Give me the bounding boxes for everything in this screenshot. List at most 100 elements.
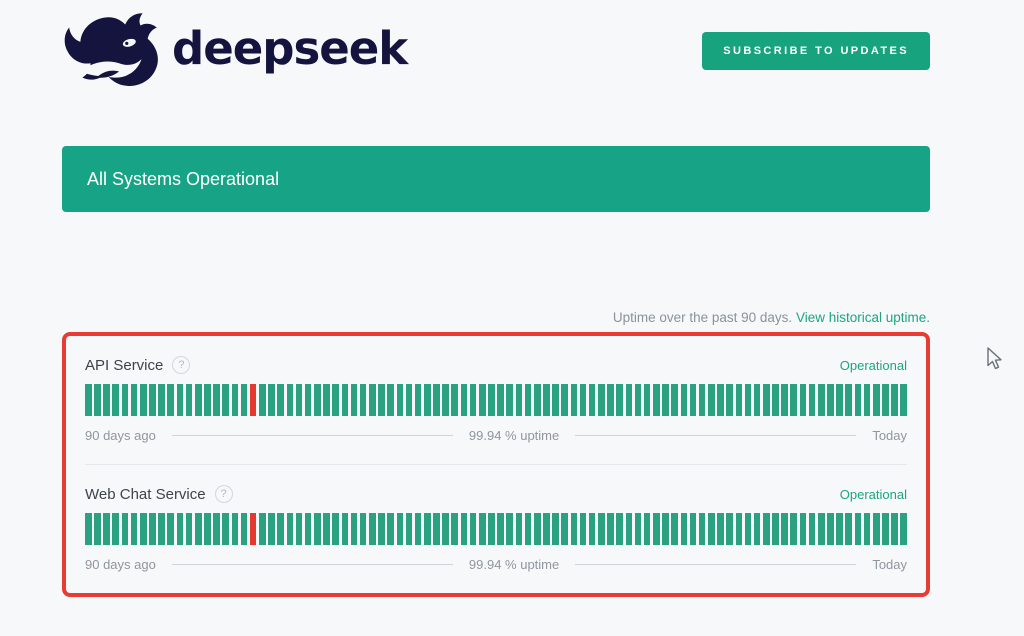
uptime-bar[interactable] [817,513,825,545]
uptime-bar[interactable] [149,513,156,545]
uptime-bar[interactable] [332,513,339,545]
uptime-bar[interactable] [588,384,596,416]
uptime-bar[interactable] [625,384,633,416]
uptime-bar[interactable] [277,513,284,545]
uptime-bar[interactable] [882,384,889,416]
uptime-bar[interactable] [607,384,614,416]
uptime-bar[interactable] [643,513,651,545]
uptime-bar[interactable] [469,384,477,416]
uptime-bar[interactable] [451,384,459,416]
uptime-bar[interactable] [121,384,129,416]
uptime-bar[interactable] [396,384,404,416]
uptime-bar[interactable] [460,513,468,545]
uptime-bar[interactable] [176,384,184,416]
view-historical-uptime-link[interactable]: View historical uptime. [795,310,930,325]
uptime-bar[interactable] [533,513,541,545]
uptime-bar[interactable] [790,384,798,416]
uptime-bar[interactable] [405,384,413,416]
uptime-bar[interactable] [222,513,229,545]
uptime-bar[interactable] [277,384,284,416]
uptime-bar[interactable] [552,513,559,545]
uptime-bar[interactable] [286,384,294,416]
uptime-bar[interactable] [680,513,688,545]
uptime-bar[interactable] [845,513,853,545]
uptime-bar[interactable] [497,384,504,416]
uptime-bar[interactable] [176,513,184,545]
uptime-bar[interactable] [304,513,312,545]
uptime-bar[interactable] [680,384,688,416]
uptime-bar[interactable] [836,384,843,416]
uptime-bar[interactable] [240,513,248,545]
uptime-bar[interactable] [414,384,422,416]
uptime-bar[interactable] [167,513,175,545]
uptime-bar[interactable] [369,513,376,545]
uptime-bar[interactable] [139,513,147,545]
uptime-bar[interactable] [488,384,495,416]
uptime-bar[interactable] [332,384,339,416]
uptime-bar[interactable] [598,384,605,416]
uptime-bar[interactable] [396,513,404,545]
uptime-bar[interactable] [717,384,724,416]
uptime-bar[interactable] [103,384,110,416]
uptime-bar[interactable] [369,384,376,416]
uptime-bar[interactable] [524,513,532,545]
uptime-bar[interactable] [130,513,138,545]
uptime-bar[interactable] [259,513,266,545]
uptime-bar[interactable] [616,384,623,416]
uptime-bar[interactable] [433,513,440,545]
uptime-bar[interactable] [543,513,550,545]
uptime-bar[interactable] [772,513,779,545]
deepseek-logo[interactable]: deepseek [62,13,408,89]
uptime-bar[interactable] [836,513,843,545]
uptime-bar-incident[interactable] [249,513,257,545]
uptime-bar[interactable] [708,384,715,416]
uptime-bar[interactable] [515,384,523,416]
uptime-bar[interactable] [607,513,614,545]
uptime-bar[interactable] [790,513,798,545]
uptime-bar[interactable] [900,384,907,416]
uptime-bar[interactable] [295,513,303,545]
uptime-bar[interactable] [634,513,642,545]
uptime-bar[interactable] [488,513,495,545]
uptime-bar[interactable] [570,384,578,416]
uptime-bar[interactable] [442,384,449,416]
uptime-bar[interactable] [350,513,358,545]
uptime-bar[interactable] [423,384,431,416]
uptime-bar[interactable] [442,513,449,545]
uptime-bar[interactable] [359,513,367,545]
uptime-bar[interactable] [378,513,385,545]
uptime-bar[interactable] [231,384,239,416]
uptime-bar[interactable] [625,513,633,545]
uptime-bar[interactable] [872,513,880,545]
uptime-bar[interactable] [423,513,431,545]
uptime-bar[interactable] [662,384,669,416]
uptime-bar[interactable] [726,513,733,545]
uptime-bar[interactable] [698,384,706,416]
uptime-bar[interactable] [753,384,761,416]
uptime-bar[interactable] [85,384,92,416]
uptime-bar[interactable] [653,513,660,545]
uptime-bar[interactable] [561,513,568,545]
uptime-bar[interactable] [882,513,889,545]
uptime-bar[interactable] [762,513,770,545]
uptime-bar[interactable] [194,384,202,416]
uptime-bar[interactable] [460,384,468,416]
uptime-bar[interactable] [222,384,229,416]
uptime-bar[interactable] [259,384,266,416]
uptime-bar[interactable] [891,384,898,416]
uptime-bar[interactable] [744,513,752,545]
uptime-bar[interactable] [194,513,202,545]
uptime-bar[interactable] [304,384,312,416]
uptime-bar[interactable] [167,384,175,416]
uptime-bar[interactable] [149,384,156,416]
uptime-bar[interactable] [653,384,660,416]
uptime-bar[interactable] [204,513,211,545]
uptime-bar[interactable] [543,384,550,416]
uptime-bar[interactable] [561,384,568,416]
uptime-bar[interactable] [817,384,825,416]
uptime-bar[interactable] [634,384,642,416]
uptime-bar[interactable] [387,384,394,416]
uptime-bar[interactable] [469,513,477,545]
uptime-bar[interactable] [341,384,349,416]
uptime-bar[interactable] [85,513,92,545]
